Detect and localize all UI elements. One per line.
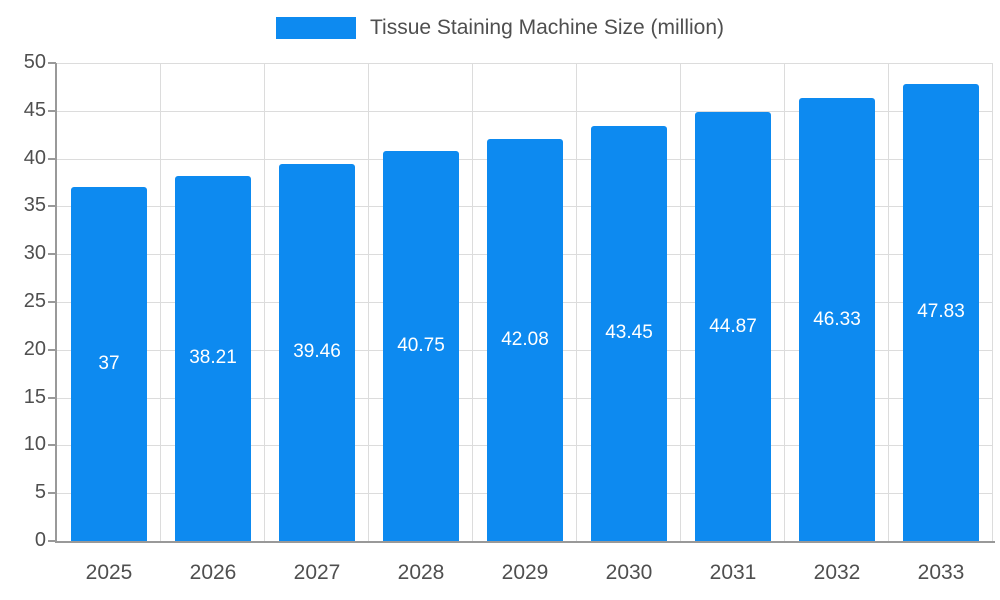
h-gridline (57, 63, 993, 64)
v-gridline (368, 63, 369, 541)
x-axis-line (55, 541, 995, 543)
v-gridline (888, 63, 889, 541)
v-gridline (992, 63, 993, 541)
bar-value-label: 46.33 (813, 308, 861, 330)
bar-value-label: 44.87 (709, 315, 757, 337)
y-tick-mark (48, 62, 56, 64)
v-gridline (576, 63, 577, 541)
v-gridline (784, 63, 785, 541)
bar: 47.83 (903, 83, 979, 541)
y-tick-label: 5 (34, 481, 46, 504)
v-gridline (264, 63, 265, 541)
legend-label: Tissue Staining Machine Size (million) (369, 16, 725, 39)
y-tick-mark (48, 492, 56, 495)
x-tick-label: 2032 (813, 561, 861, 584)
bar-value-label: 47.83 (917, 301, 965, 323)
x-tick-label: 2029 (501, 561, 549, 584)
x-tick-label: 2030 (605, 561, 653, 584)
bar: 38.21 (175, 175, 251, 541)
x-tick-label: 2025 (85, 561, 133, 584)
bar: 43.45 (591, 125, 667, 541)
y-tick-mark (48, 253, 56, 256)
bar-value-label: 37 (98, 353, 120, 375)
bar-value-label: 43.45 (605, 322, 653, 344)
y-tick-label: 10 (23, 433, 46, 456)
v-gridline (472, 63, 473, 541)
bar-value-label: 39.46 (293, 341, 341, 363)
y-tick-label: 0 (34, 529, 46, 551)
bar-value-label: 40.75 (397, 335, 445, 357)
y-tick-label: 30 (23, 242, 46, 265)
y-tick-label: 35 (23, 194, 46, 217)
bar: 37 (71, 187, 147, 541)
y-tick-mark (48, 205, 56, 208)
x-tick-label: 2031 (709, 561, 757, 584)
y-tick-label: 45 (23, 98, 46, 121)
bar: 44.87 (695, 112, 771, 541)
y-tick-mark (48, 444, 56, 447)
x-tick-label: 2026 (189, 561, 237, 584)
chart-legend: Tissue Staining Machine Size (million) (0, 16, 1000, 40)
y-tick-label: 50 (23, 51, 46, 73)
y-tick-label: 20 (23, 337, 46, 360)
y-tick-label: 40 (23, 146, 46, 169)
y-tick-mark (48, 109, 56, 112)
x-tick-label: 2027 (293, 561, 341, 584)
legend-color-swatch (275, 17, 356, 39)
y-tick-mark (48, 301, 56, 303)
bar: 46.33 (799, 98, 875, 541)
y-tick-mark (48, 348, 56, 351)
y-tick-mark (48, 396, 56, 399)
h-gridline (57, 110, 993, 112)
plot-area: 37 38.21 39.46 40.75 42.08 43.45 44.87 46.33 47.… (48, 62, 993, 542)
bar: 39.46 (279, 163, 355, 541)
bar-value-label: 42.08 (501, 328, 549, 350)
bar: 42.08 (487, 138, 563, 541)
x-tick-label: 2028 (397, 561, 445, 584)
v-gridline (160, 63, 161, 541)
bar-value-label: 38.21 (189, 347, 237, 369)
y-tick-label: 25 (23, 290, 46, 312)
y-tick-mark (48, 540, 56, 542)
v-gridline (680, 63, 681, 541)
y-axis-line (55, 63, 57, 543)
y-tick-label: 15 (23, 385, 46, 408)
bar: 40.75 (383, 151, 459, 541)
y-tick-mark (48, 157, 56, 160)
x-tick-label: 2033 (917, 561, 965, 584)
